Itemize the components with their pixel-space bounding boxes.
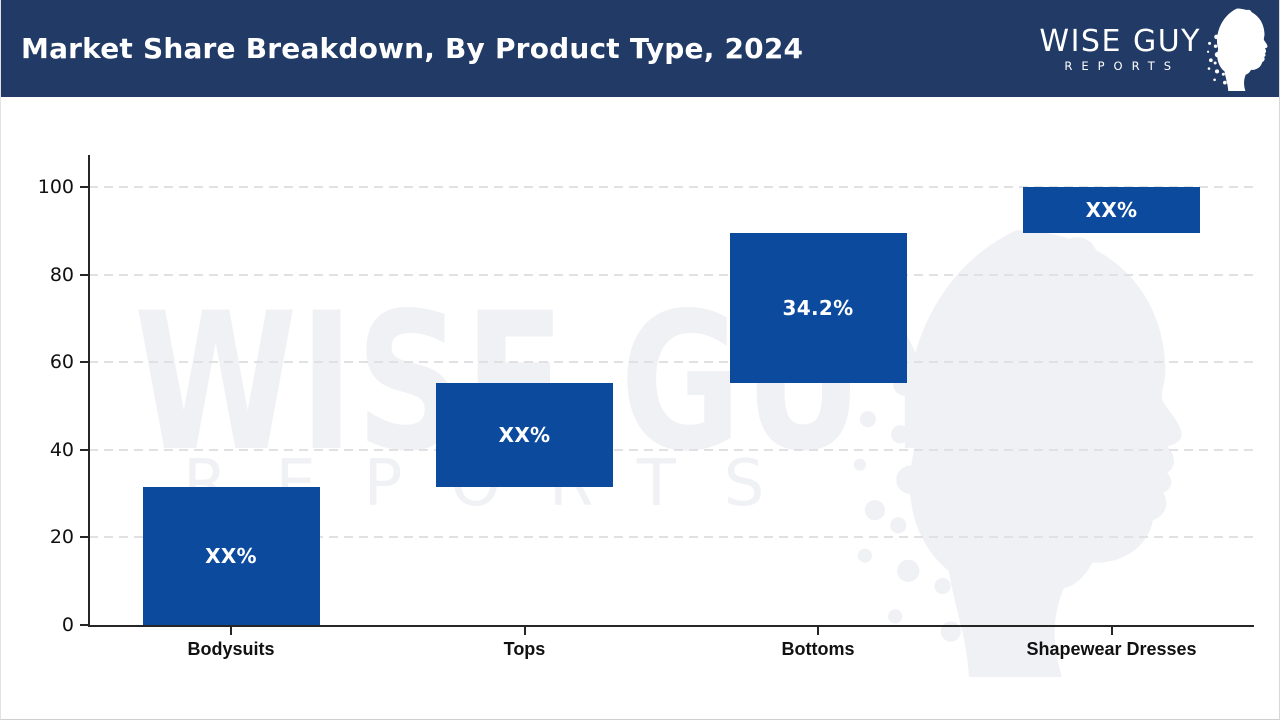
- bar-segment-bottoms: 34.2%: [729, 233, 907, 384]
- y-tick-mark-60: [80, 361, 89, 364]
- y-tick-label-20: 20: [49, 526, 74, 549]
- bar-value-label: 34.2%: [782, 296, 854, 321]
- bar-value-label: XX%: [205, 544, 257, 568]
- header-band: Market Share Breakdown, By Product Type,…: [1, 0, 1279, 97]
- bar-value-label: XX%: [1085, 198, 1138, 223]
- y-tick-label-100: 100: [37, 176, 74, 198]
- y-tick-label-0: 0: [61, 614, 74, 636]
- y-tick-mark-0: [80, 624, 89, 626]
- wiseguy-logo: WISE GUY REPORTS: [1039, 6, 1269, 92]
- x-tick-mark-0: [230, 627, 232, 635]
- bar-segment-tops: XX%: [436, 383, 613, 488]
- y-axis-spine: [88, 155, 90, 627]
- y-tick-mark-20: [80, 536, 89, 539]
- watermark-face-icon: [853, 230, 1182, 677]
- gridline-20: [89, 536, 1254, 539]
- logo-text: WISE GUY REPORTS: [1039, 25, 1201, 73]
- logo-face-icon: [1206, 8, 1268, 91]
- logo-subtext: REPORTS: [1064, 59, 1181, 73]
- y-tick-mark-80: [80, 273, 89, 276]
- gridline-80: [89, 273, 1254, 276]
- gridline-40: [89, 448, 1254, 451]
- gridline-60: [89, 361, 1254, 364]
- bar-segment-bodysuits: XX%: [142, 487, 320, 625]
- y-tick-label-80: 80: [49, 263, 74, 286]
- page-title: Market Share Breakdown, By Product Type,…: [21, 32, 804, 65]
- x-tick-label-3: Shapewear Dresses: [1026, 639, 1197, 659]
- bar-segment-shapewear-dresses: XX%: [1023, 187, 1200, 234]
- gridline-100: [89, 186, 1254, 188]
- x-tick-label-0: Bodysuits: [187, 639, 275, 659]
- y-tick-mark-100: [80, 186, 89, 188]
- y-tick-mark-40: [80, 448, 89, 451]
- x-tick-mark-1: [523, 627, 526, 635]
- x-tick-mark-3: [1110, 627, 1113, 635]
- x-tick-label-1: Tops: [503, 639, 546, 659]
- bar-value-label: XX%: [498, 423, 551, 448]
- logo-wordmark: WISE GUY: [1039, 24, 1201, 59]
- x-axis-spine: [88, 625, 1254, 627]
- x-tick-mark-2: [817, 627, 819, 635]
- y-tick-label-60: 60: [49, 351, 74, 374]
- y-tick-label-40: 40: [49, 438, 74, 461]
- x-tick-label-2: Bottoms: [781, 639, 855, 659]
